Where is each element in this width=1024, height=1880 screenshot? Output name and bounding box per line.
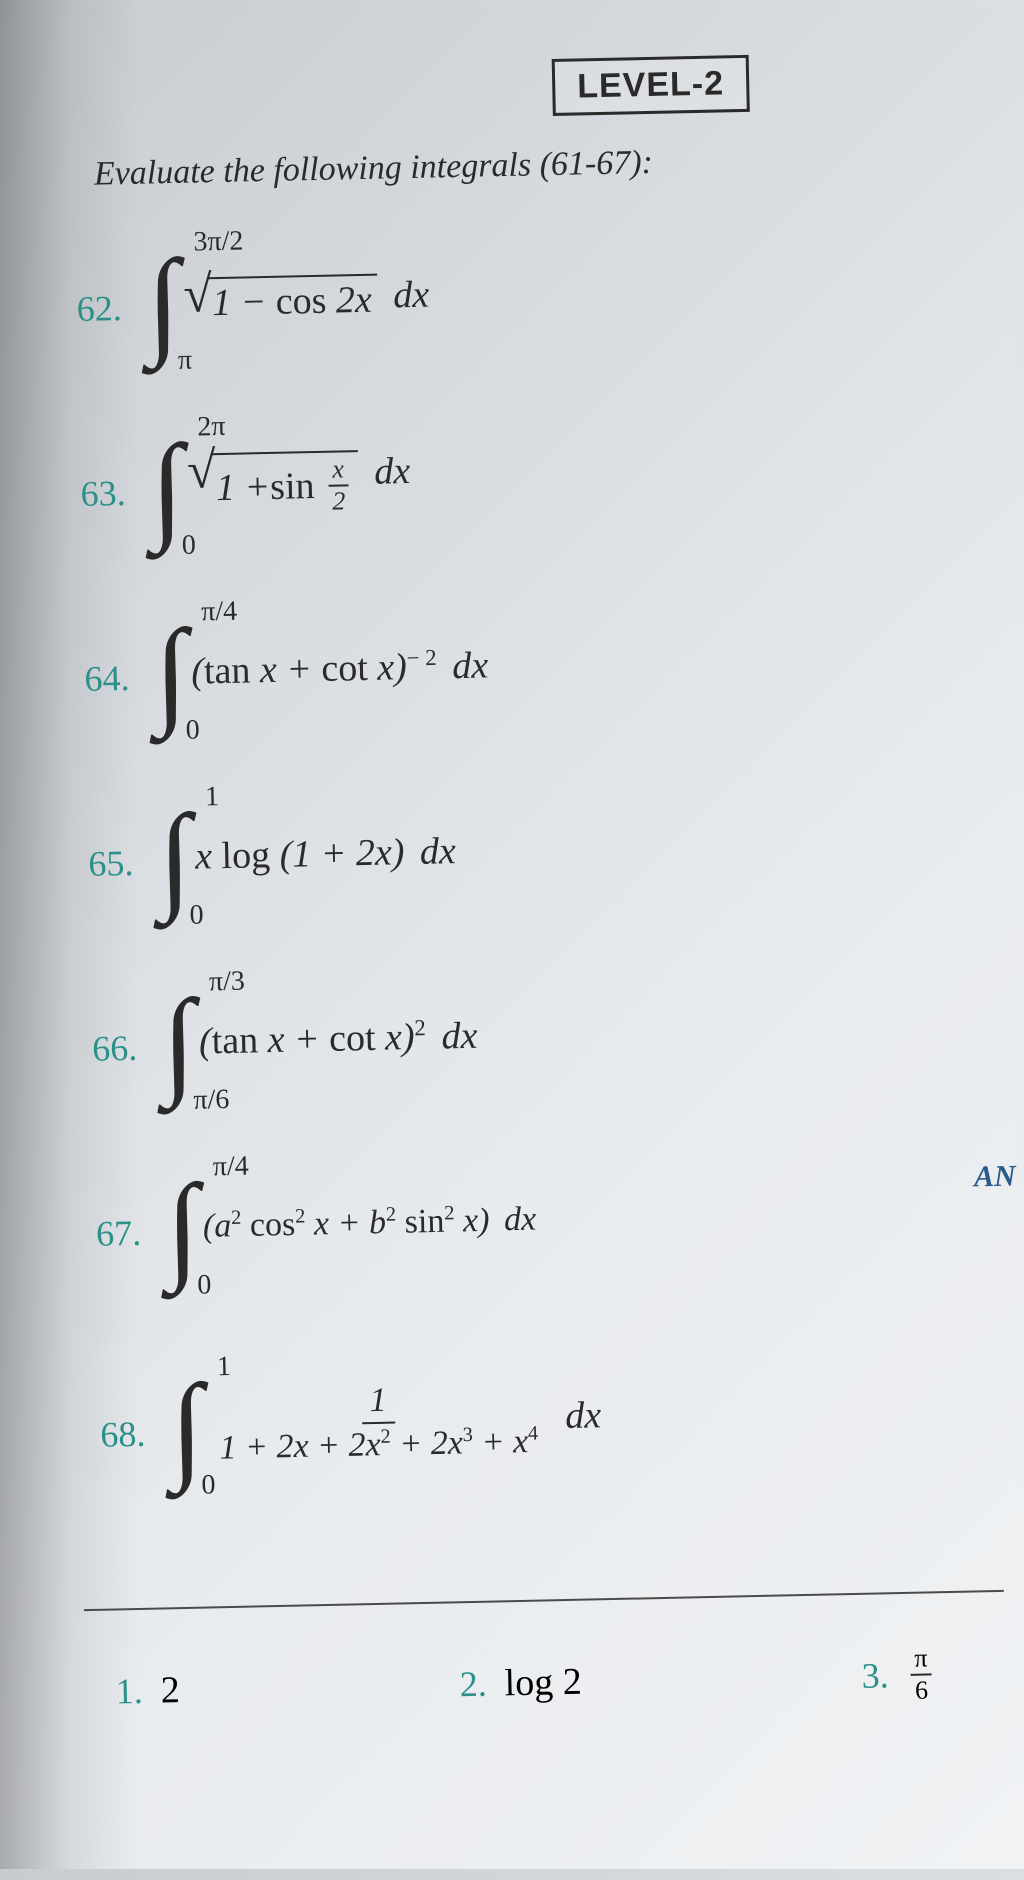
level-heading: LEVEL-2 xyxy=(552,55,750,116)
problem-63: 63. ∫ 2π 0 √ 1 + sin x xyxy=(79,410,502,559)
upper-limit: 3π/2 xyxy=(193,230,243,253)
problem-number: 64. xyxy=(84,657,139,700)
answer-1: 1. 2 xyxy=(115,1659,180,1722)
answers-row: 1. 2 2. log 2 3. π 6 xyxy=(115,1642,1000,1722)
integrand: x log (1 + 2x) dx xyxy=(195,829,457,878)
integral-expression: ∫ π/4 0 (tan x + cot x)− 2 dx xyxy=(153,617,489,720)
lower-limit: 0 xyxy=(201,1474,215,1497)
integrand: √ 1 + sin x 2 dx xyxy=(187,449,411,520)
lower-limit: 0 xyxy=(185,719,199,742)
integral-expression: ∫ 2π 0 √ 1 + sin x 2 xyxy=(150,434,412,535)
integral-expression: ∫ 3π/2 π √ 1 − cos 2x dx xyxy=(146,249,430,351)
problem-number: 66. xyxy=(92,1027,147,1070)
integral-expression: ∫ 1 0 x log (1 + 2x) dx xyxy=(157,803,456,905)
problem-number: 68. xyxy=(100,1413,155,1456)
integral-sign: ∫ 2π 0 xyxy=(150,439,185,536)
problem-68: 68. ∫ 1 0 1 1 + 2x + 2x2 + 2x3 + x4 d xyxy=(98,1325,995,1514)
answer-number: 3. xyxy=(861,1654,889,1697)
answer-2: 2. log 2 xyxy=(459,1651,582,1716)
integrand: (tan x + cot x)2 dx xyxy=(199,1014,478,1064)
problem-number: 63. xyxy=(80,472,135,515)
integral-sign: ∫ π/4 0 xyxy=(165,1179,200,1276)
integral-sign: ∫ π/3 π/6 xyxy=(161,994,196,1091)
upper-limit: π/4 xyxy=(213,1156,249,1179)
upper-limit: π/4 xyxy=(201,601,237,624)
answer-value: log 2 xyxy=(504,1660,582,1706)
page-edge-text: AN xyxy=(974,1160,1016,1195)
answer-value: 2 xyxy=(160,1668,180,1712)
answer-3: 3. π 6 xyxy=(861,1643,936,1707)
integrand: (a2 cos2 x + b2 sin2 x) dx xyxy=(203,1200,537,1245)
lower-limit: 0 xyxy=(189,904,203,927)
integral-sign: ∫ 1 0 xyxy=(157,809,192,906)
lower-limit: 0 xyxy=(182,534,196,557)
upper-limit: 1 xyxy=(205,786,219,809)
upper-limit: 2π xyxy=(197,416,226,439)
lower-limit: π/6 xyxy=(193,1089,229,1112)
instruction-text: Evaluate the following integrals (61-67)… xyxy=(94,137,969,193)
upper-limit: 1 xyxy=(217,1356,231,1379)
lower-limit: π xyxy=(178,349,193,372)
integral-expression: ∫ π/3 π/6 (tan x + cot x)2 dx xyxy=(161,988,478,1091)
problem-66: 66. ∫ π/3 π/6 (tan x + cot x)2 dx xyxy=(91,963,594,1113)
problem-65: 65. ∫ 1 0 x log (1 + 2x) dx xyxy=(87,780,510,929)
problem-number: 62. xyxy=(76,287,131,330)
integral-expression: ∫ π/4 0 (a2 cos2 x + b2 sin2 x) dx xyxy=(165,1172,537,1276)
problem-list: 62. ∫ 3π/2 π √ 1 − cos 2x dx xyxy=(75,215,997,1558)
page-content: LEVEL-2 Evaluate the following integrals… xyxy=(0,0,1024,1880)
problem-64: 64. ∫ π/4 0 (tan x + cot x)− 2 dx xyxy=(83,593,586,743)
upper-limit: π/3 xyxy=(209,971,245,994)
integrand: 1 1 + 2x + 2x2 + 2x3 + x4 dx xyxy=(206,1377,602,1468)
integral-expression: ∫ 1 0 1 1 + 2x + 2x2 + 2x3 + x4 dx xyxy=(169,1370,602,1475)
answer-value: π 6 xyxy=(906,1643,936,1706)
answer-number: 1. xyxy=(115,1670,143,1713)
integral-sign: ∫ 3π/2 π xyxy=(146,254,181,351)
problem-62: 62. ∫ 3π/2 π √ 1 − cos 2x dx xyxy=(75,224,578,374)
divider xyxy=(84,1590,1004,1611)
problem-67: 67. ∫ π/4 0 (a2 cos2 x + b2 sin2 x) dx xyxy=(95,1150,518,1299)
lower-limit: 0 xyxy=(197,1274,211,1297)
integrand: √ 1 − cos 2x dx xyxy=(183,273,430,326)
answer-number: 2. xyxy=(459,1663,487,1706)
integral-sign: ∫ π/4 0 xyxy=(153,624,188,721)
integral-sign: ∫ 1 0 xyxy=(169,1379,204,1476)
integrand: (tan x + cot x)− 2 dx xyxy=(191,643,489,693)
problem-number: 67. xyxy=(96,1212,151,1255)
problem-number: 65. xyxy=(88,842,143,885)
